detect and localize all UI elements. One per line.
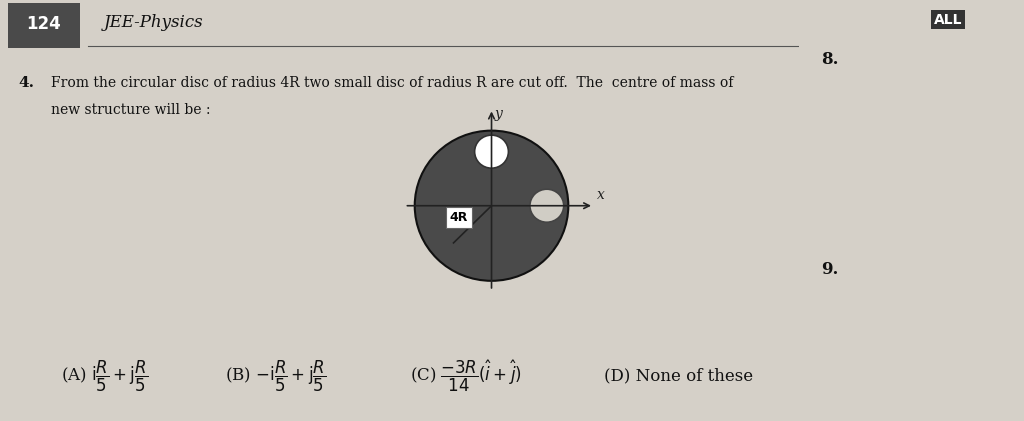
Text: 4R: 4R bbox=[450, 211, 468, 224]
Text: JEE-Physics: JEE-Physics bbox=[103, 14, 204, 31]
Text: From the circular disc of radius 4R two small disc of radius R are cut off.  The: From the circular disc of radius 4R two … bbox=[51, 75, 733, 90]
Text: 8.: 8. bbox=[821, 51, 839, 67]
FancyBboxPatch shape bbox=[8, 3, 80, 48]
Text: (A) $\mathrm{i}\dfrac{R}{5}+\mathrm{j}\dfrac{R}{5}$: (A) $\mathrm{i}\dfrac{R}{5}+\mathrm{j}\d… bbox=[61, 358, 148, 394]
Text: (B) $-\mathrm{i}\dfrac{R}{5}+\mathrm{j}\dfrac{R}{5}$: (B) $-\mathrm{i}\dfrac{R}{5}+\mathrm{j}\… bbox=[225, 358, 327, 394]
Text: x: x bbox=[597, 188, 605, 202]
Text: (D) None of these: (D) None of these bbox=[604, 368, 754, 384]
Circle shape bbox=[530, 189, 563, 222]
Text: (C) $\dfrac{-3R}{14}(\hat{i}+\hat{j})$: (C) $\dfrac{-3R}{14}(\hat{i}+\hat{j})$ bbox=[410, 358, 521, 394]
Text: 124: 124 bbox=[27, 15, 61, 33]
Text: new structure will be :: new structure will be : bbox=[51, 103, 211, 117]
Text: ALL: ALL bbox=[934, 13, 963, 27]
Circle shape bbox=[474, 135, 508, 168]
Text: y: y bbox=[495, 107, 503, 120]
Text: 4.: 4. bbox=[18, 75, 35, 90]
Circle shape bbox=[415, 131, 568, 281]
Text: 9.: 9. bbox=[821, 261, 839, 278]
